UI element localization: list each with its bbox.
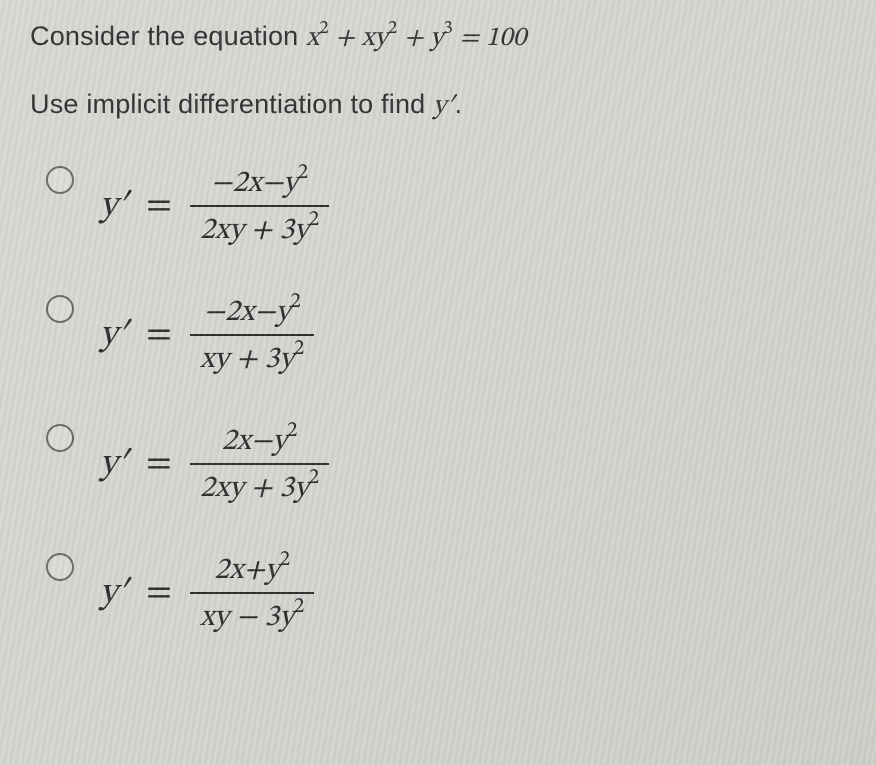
radio-icon[interactable] xyxy=(46,166,74,194)
equals-sign: = xyxy=(146,571,172,616)
equals-sign: = xyxy=(146,442,172,487)
fraction-denominator: 2xy + 3y2 xyxy=(190,465,329,511)
option-equation: y′ = −2x−y2 xy + 3y2 xyxy=(100,289,314,382)
radio-icon[interactable] xyxy=(46,553,74,581)
question-equation: x2 + xy2 + y3 = 100 xyxy=(306,25,526,52)
option-lhs: y′ xyxy=(100,571,128,616)
question-text-1: Consider the equation xyxy=(30,21,306,51)
option-lhs: y′ xyxy=(100,184,128,229)
question-text-2: Use implicit differentiation to find xyxy=(30,89,433,119)
question-target: y′ xyxy=(433,93,454,120)
option-c[interactable]: y′ = 2x−y2 2xy + 3y2 xyxy=(46,418,846,511)
fraction-denominator: xy − 3y2 xyxy=(190,594,314,640)
option-b[interactable]: y′ = −2x−y2 xy + 3y2 xyxy=(46,289,846,382)
fraction-numerator: −2x−y2 xyxy=(201,160,318,206)
fraction-denominator: 2xy + 3y2 xyxy=(190,207,329,253)
option-fraction: 2x+y2 xy − 3y2 xyxy=(190,547,314,640)
option-fraction: −2x−y2 2xy + 3y2 xyxy=(190,160,329,253)
option-d[interactable]: y′ = 2x+y2 xy − 3y2 xyxy=(46,547,846,640)
question-line-1: Consider the equation x2 + xy2 + y3 = 10… xyxy=(30,18,846,58)
options-list: y′ = −2x−y2 2xy + 3y2 y′ = −2x−y2 xy + 3… xyxy=(30,160,846,640)
radio-icon[interactable] xyxy=(46,295,74,323)
option-equation: y′ = 2x−y2 2xy + 3y2 xyxy=(100,418,329,511)
fraction-numerator: 2x+y2 xyxy=(204,547,300,593)
question-period: . xyxy=(455,89,463,119)
option-equation: y′ = 2x+y2 xy − 3y2 xyxy=(100,547,314,640)
option-fraction: −2x−y2 xy + 3y2 xyxy=(190,289,314,382)
question-line-2: Use implicit differentiation to find y′. xyxy=(30,86,846,126)
radio-icon[interactable] xyxy=(46,424,74,452)
fraction-denominator: xy + 3y2 xyxy=(190,336,314,382)
equals-sign: = xyxy=(146,184,172,229)
option-lhs: y′ xyxy=(100,442,128,487)
fraction-numerator: −2x−y2 xyxy=(193,289,310,335)
equals-sign: = xyxy=(146,313,172,358)
option-equation: y′ = −2x−y2 2xy + 3y2 xyxy=(100,160,329,253)
fraction-numerator: 2x−y2 xyxy=(212,418,308,464)
option-fraction: 2x−y2 2xy + 3y2 xyxy=(190,418,329,511)
option-a[interactable]: y′ = −2x−y2 2xy + 3y2 xyxy=(46,160,846,253)
option-lhs: y′ xyxy=(100,313,128,358)
